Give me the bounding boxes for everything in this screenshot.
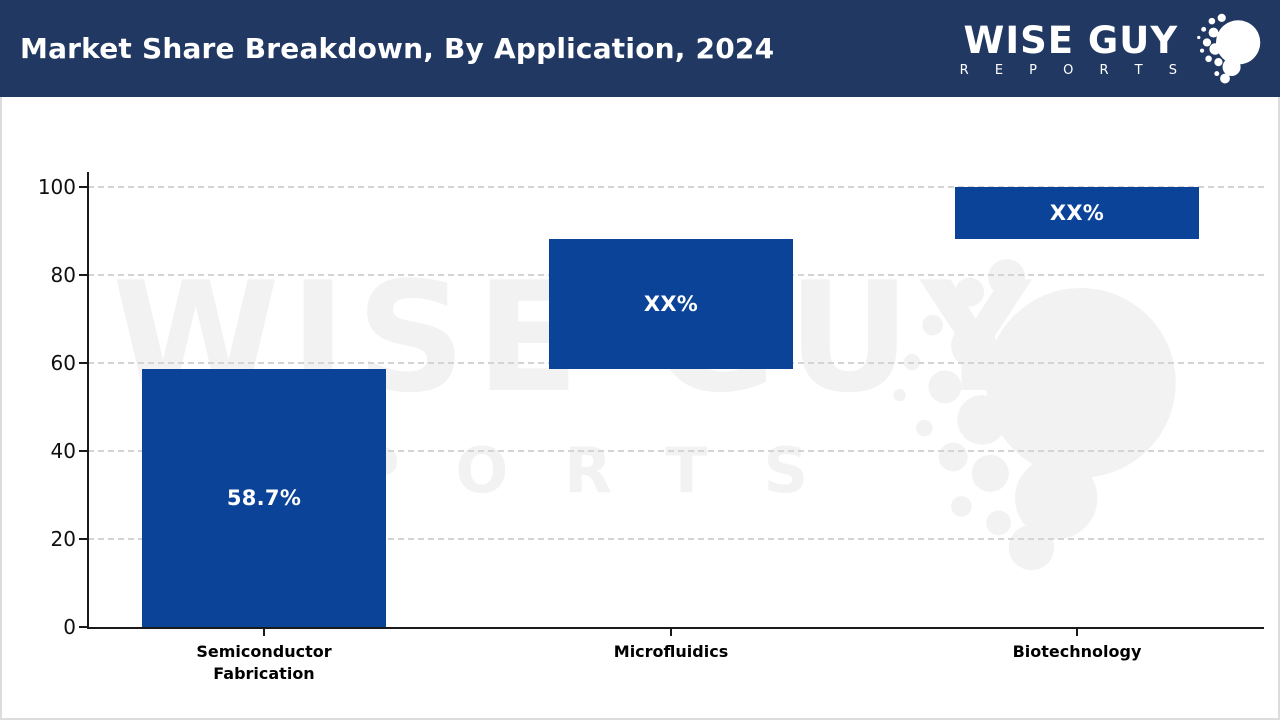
x-axis-category-label: Biotechnology [1012, 642, 1142, 661]
y-axis-tick-label: 0 [63, 615, 76, 639]
watermark-face-graphic [850, 255, 1180, 599]
x-axis-tick-mark [670, 627, 672, 636]
y-axis-tick-mark [79, 186, 87, 188]
x-axis-category-label: Semiconductor Fabrication [196, 642, 332, 683]
y-axis-tick-label: 40 [50, 439, 76, 463]
logo-wordmark: WISE GUY [963, 19, 1179, 62]
y-axis-tick-mark [79, 362, 87, 364]
y-axis-tick-mark [79, 274, 87, 276]
y-gridline [88, 186, 1264, 188]
x-axis-line [87, 627, 1264, 629]
bar-value-label: 58.7% [226, 485, 302, 510]
logo-subtitle: R E P O R T S [959, 63, 1188, 78]
bar-value-label: XX% [1049, 200, 1105, 225]
bar-value-label: XX% [643, 291, 699, 316]
y-axis-tick-label: 20 [50, 527, 76, 551]
y-gridline [88, 450, 1264, 452]
y-axis-tick-label: 100 [37, 175, 76, 199]
x-axis-tick-mark [1076, 627, 1078, 636]
wiseguy-logo: WISE GUY R E P O R T S [960, 8, 1266, 92]
y-axis-tick-mark [79, 626, 87, 628]
y-axis-tick-label: 80 [50, 263, 76, 287]
x-axis-category-label: Microfluidics [613, 642, 729, 661]
y-axis-line [87, 172, 89, 629]
header-bar: Market Share Breakdown, By Application, … [0, 0, 1280, 97]
dotted-head-icon [893, 259, 1176, 571]
logo-text: WISE GUY R E P O R T S [954, 22, 1188, 78]
x-axis-tick-mark [263, 627, 265, 636]
y-axis-tick-mark [79, 538, 87, 540]
bar-1: XX% [549, 238, 793, 369]
y-gridline [88, 538, 1264, 540]
logo-face-graphic [1184, 10, 1266, 92]
bar-0: 58.7% [142, 368, 386, 627]
page-title: Market Share Breakdown, By Application, … [20, 32, 775, 65]
dotted-head-icon [1197, 13, 1261, 84]
y-axis-tick-label: 60 [50, 351, 76, 375]
bar-2: XX% [955, 187, 1199, 239]
y-axis-tick-mark [79, 450, 87, 452]
